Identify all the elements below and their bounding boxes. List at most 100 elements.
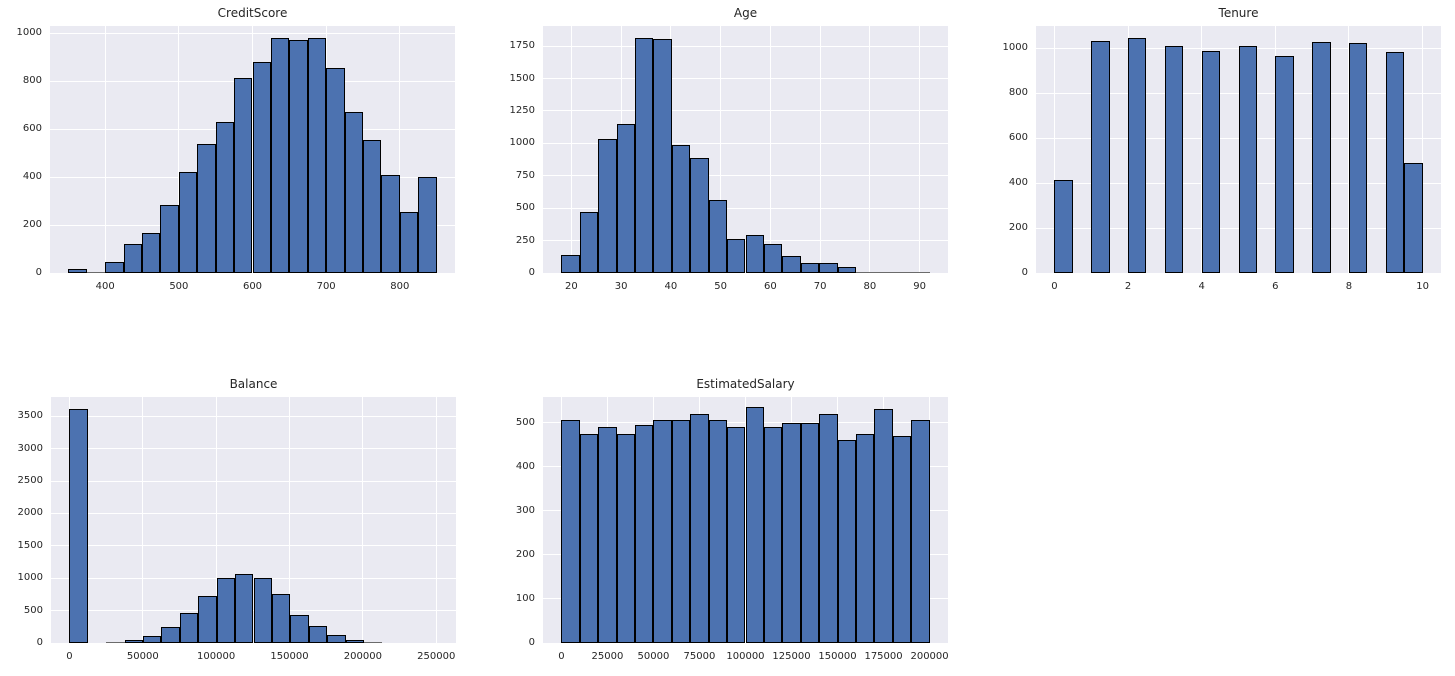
histogram-bar bbox=[616, 123, 636, 273]
histogram-bar bbox=[911, 272, 930, 273]
histogram-bar bbox=[160, 204, 179, 273]
histogram-bar bbox=[855, 272, 875, 273]
x-tick-label: 60 bbox=[764, 281, 777, 292]
x-tick-label: 0 bbox=[558, 651, 565, 662]
histogram-bar bbox=[1201, 50, 1221, 273]
x-tick-label: 200000 bbox=[343, 651, 382, 662]
x-tick-label: 2 bbox=[1124, 281, 1132, 292]
gridline-vertical bbox=[720, 26, 722, 273]
y-tick-label: 600 bbox=[22, 123, 42, 135]
gridline-horizontal bbox=[51, 512, 456, 514]
histogram-bar bbox=[1348, 42, 1368, 273]
gridline-horizontal bbox=[543, 142, 948, 144]
histogram-bar bbox=[579, 212, 599, 273]
histogram-bar bbox=[215, 121, 235, 273]
x-tick-label: 30 bbox=[614, 281, 628, 292]
y-tick-label: 200 bbox=[22, 219, 42, 231]
histogram-bar bbox=[727, 426, 746, 643]
histogram-bar bbox=[270, 37, 290, 273]
y-tick-label: 400 bbox=[1008, 177, 1028, 189]
histogram-bar bbox=[561, 420, 580, 643]
x-tick-label: 80 bbox=[863, 281, 877, 292]
histogram-bar bbox=[837, 440, 856, 643]
gridline-horizontal bbox=[543, 175, 948, 177]
histogram-bar bbox=[892, 435, 912, 643]
histogram-bar bbox=[579, 433, 599, 643]
y-tick-label: 500 bbox=[515, 416, 535, 428]
histogram-bar bbox=[874, 272, 893, 273]
gridline-horizontal bbox=[51, 545, 456, 547]
gridline-vertical bbox=[399, 26, 401, 273]
y-tick-label: 1500 bbox=[17, 539, 43, 551]
histogram-bar bbox=[800, 262, 820, 273]
gridline-horizontal bbox=[1036, 272, 1441, 274]
subplot-creditscore: CreditScore 0 200 400 600 800 1000 400 500 600 70… bbox=[17, 6, 455, 292]
histogram-bar bbox=[1385, 52, 1405, 273]
histogram-bar bbox=[892, 272, 912, 273]
gridline-horizontal bbox=[543, 45, 948, 47]
histogram-bar bbox=[178, 172, 198, 273]
x-tick-label: 175000 bbox=[864, 651, 903, 662]
x-tick-label: 40 bbox=[664, 281, 678, 292]
histogram-bar bbox=[363, 642, 383, 643]
gridline-vertical bbox=[570, 26, 572, 273]
x-tick-label: 50000 bbox=[637, 651, 670, 662]
x-tick-label: 50 bbox=[714, 281, 727, 292]
gridline-vertical bbox=[869, 26, 871, 273]
gridline-vertical bbox=[1053, 26, 1055, 273]
y-tick-label: 400 bbox=[22, 171, 42, 183]
histogram-bar bbox=[161, 627, 180, 643]
x-tick-label: 8 bbox=[1345, 281, 1353, 292]
histogram-bar bbox=[1275, 55, 1294, 273]
histogram-bar bbox=[252, 61, 271, 273]
x-tick-label: 90 bbox=[913, 281, 926, 292]
x-tick-label: 100000 bbox=[197, 651, 236, 662]
gridline-vertical bbox=[1422, 26, 1424, 273]
histogram-bar bbox=[326, 67, 345, 273]
gridline-vertical bbox=[435, 397, 437, 643]
gridline-horizontal bbox=[51, 415, 456, 417]
gridline-vertical bbox=[178, 26, 180, 273]
gridline-vertical bbox=[215, 397, 217, 643]
y-tick-label: 250 bbox=[515, 234, 535, 246]
x-tick-label: 800 bbox=[390, 281, 410, 292]
histogram-bar bbox=[418, 177, 437, 273]
y-tick-label: 3500 bbox=[17, 410, 43, 422]
histogram-bar bbox=[235, 573, 254, 643]
gridline-horizontal bbox=[51, 448, 456, 450]
histogram-bar bbox=[307, 37, 327, 273]
y-tick-label: 200 bbox=[1008, 222, 1028, 234]
x-tick-label: 50000 bbox=[126, 651, 159, 662]
plot-area bbox=[50, 26, 455, 274]
subplot-tenure: Tenure 0 200 400 600 800 1000 0 2 4 6 8 10 bbox=[1003, 6, 1441, 292]
histogram-bar bbox=[855, 433, 875, 643]
x-tick-label: 0 bbox=[66, 651, 73, 662]
histogram-bar bbox=[616, 433, 636, 643]
histogram-bar bbox=[671, 144, 691, 273]
subplot-estimatedsalary: EstimatedSalary 0 100 200 300 400 500 0 25000 50… bbox=[516, 377, 949, 662]
histogram-bar bbox=[635, 37, 654, 273]
subplot-title: Tenure bbox=[1218, 6, 1259, 20]
histogram-bar bbox=[142, 233, 161, 273]
subplot-balance: Balance 0 500 1000 1500 2000 2500 3000 3500 0 500… bbox=[18, 377, 456, 662]
histogram-bar bbox=[1164, 46, 1184, 273]
histogram-bar bbox=[690, 158, 709, 273]
x-tick-label: 10 bbox=[1416, 281, 1429, 292]
x-tick-label: 400 bbox=[95, 281, 115, 292]
y-tick-label: 750 bbox=[515, 169, 535, 181]
gridline-vertical bbox=[362, 397, 364, 643]
x-tick-label: 70 bbox=[813, 281, 827, 292]
histogram-bar bbox=[819, 262, 838, 273]
gridline-horizontal bbox=[50, 272, 455, 274]
y-tick-label: 300 bbox=[515, 504, 535, 516]
histogram-bar bbox=[874, 409, 893, 643]
x-tick-label: 100000 bbox=[726, 651, 765, 662]
histogram-bar bbox=[653, 38, 672, 273]
histogram-bar bbox=[1238, 45, 1257, 273]
histogram-bar bbox=[253, 578, 272, 643]
plot-area bbox=[51, 397, 456, 644]
histogram-bar bbox=[763, 426, 783, 643]
y-tick-label: 1000 bbox=[509, 137, 535, 149]
histogram-bar bbox=[635, 424, 654, 643]
